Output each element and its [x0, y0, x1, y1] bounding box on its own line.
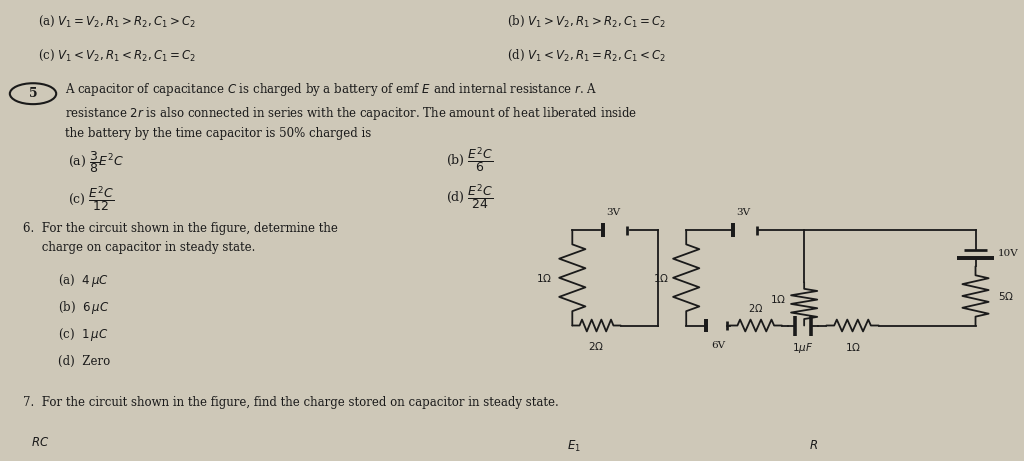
Text: $2\Omega$: $2\Omega$ — [589, 340, 604, 352]
Text: 5: 5 — [29, 87, 37, 100]
Text: A capacitor of capacitance $C$ is charged by a battery of emf $E$ and internal r: A capacitor of capacitance $C$ is charge… — [66, 81, 638, 140]
Text: (b) $V_1 > V_2, R_1 > R_2, C_1 = C_2$: (b) $V_1 > V_2, R_1 > R_2, C_1 = C_2$ — [507, 14, 666, 30]
Text: 6V: 6V — [712, 341, 726, 350]
Text: (b)  $6\,\mu C$: (b) $6\,\mu C$ — [58, 299, 110, 316]
Text: $1\Omega$: $1\Omega$ — [845, 341, 860, 353]
Text: (a) $V_1 = V_2, R_1 > R_2, C_1 > C_2$: (a) $V_1 = V_2, R_1 > R_2, C_1 > C_2$ — [38, 14, 197, 30]
Text: (a)  $4\,\mu C$: (a) $4\,\mu C$ — [58, 272, 109, 289]
Text: (d) $V_1 < V_2, R_1 = R_2, C_1 < C_2$: (d) $V_1 < V_2, R_1 = R_2, C_1 < C_2$ — [507, 47, 666, 63]
Text: $E_1$: $E_1$ — [567, 439, 582, 454]
Text: 3V: 3V — [606, 208, 621, 217]
Text: (d)  Zero: (d) Zero — [58, 355, 111, 368]
Text: (c) $V_1 < V_2, R_1 < R_2, C_1 = C_2$: (c) $V_1 < V_2, R_1 < R_2, C_1 = C_2$ — [38, 47, 196, 63]
Text: (b) $\dfrac{E^2C}{6}$: (b) $\dfrac{E^2C}{6}$ — [446, 146, 494, 176]
Text: 6.  For the circuit shown in the figure, determine the
     charge on capacitor : 6. For the circuit shown in the figure, … — [23, 222, 338, 254]
Text: $RC$: $RC$ — [31, 436, 49, 449]
Text: 10V: 10V — [997, 249, 1019, 258]
Text: $1\Omega$: $1\Omega$ — [770, 293, 786, 305]
Text: 3V: 3V — [736, 208, 751, 217]
Text: $1\Omega$: $1\Omega$ — [536, 272, 552, 284]
Text: $1\mu F$: $1\mu F$ — [793, 341, 814, 355]
Text: (a) $\dfrac{3}{8}E^2C$: (a) $\dfrac{3}{8}E^2C$ — [69, 149, 124, 175]
Text: $5\Omega$: $5\Omega$ — [997, 290, 1014, 302]
Text: $2\Omega$: $2\Omega$ — [749, 302, 763, 314]
Text: (d) $\dfrac{E^2C}{24}$: (d) $\dfrac{E^2C}{24}$ — [446, 182, 494, 212]
Text: (c) $\dfrac{E^2C}{12}$: (c) $\dfrac{E^2C}{12}$ — [69, 184, 115, 214]
Text: $1\Omega$: $1\Omega$ — [653, 272, 669, 284]
Text: $R$: $R$ — [809, 439, 818, 452]
Text: (c)  $1\,\mu C$: (c) $1\,\mu C$ — [58, 326, 109, 343]
Text: 7.  For the circuit shown in the figure, find the charge stored on capacitor in : 7. For the circuit shown in the figure, … — [23, 396, 559, 409]
